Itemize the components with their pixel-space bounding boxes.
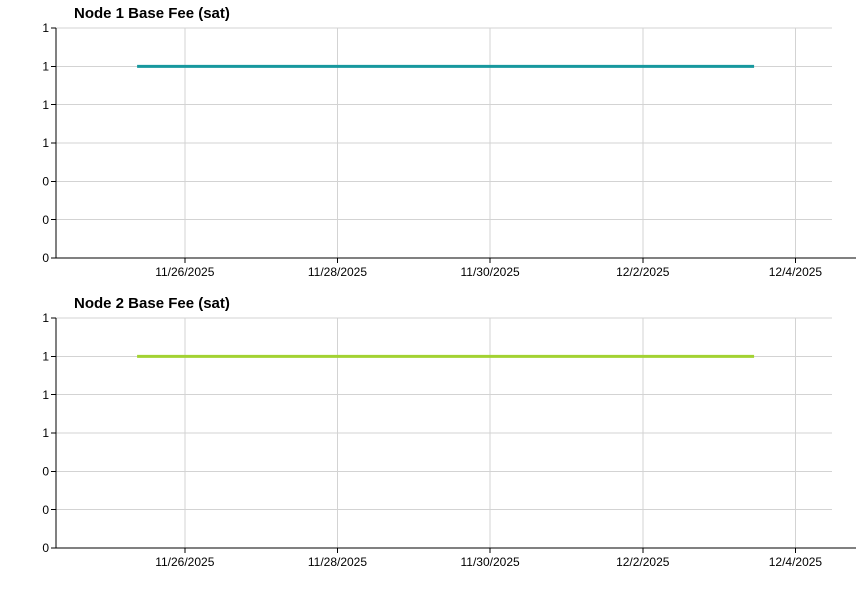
x-tick-label: 12/2/2025 xyxy=(616,265,670,279)
y-tick-label: 1 xyxy=(42,21,49,35)
x-tick-label: 11/28/2025 xyxy=(308,555,367,569)
x-tick-label: 12/2/2025 xyxy=(616,555,670,569)
chart-canvas-node1: 1 1 1 1 0 0 0 11/26/2025 11/28/2025 11/30/2025 12/… xyxy=(42,21,856,279)
y-tick-label: 0 xyxy=(42,503,49,517)
y-tick-label: 0 xyxy=(42,175,49,189)
chart-title-node2: Node 2 Base Fee (sat) xyxy=(74,295,230,312)
y-tick-label: 0 xyxy=(42,465,49,479)
y-tick-label: 1 xyxy=(42,388,49,402)
x-tick-label: 11/30/2025 xyxy=(461,265,520,279)
x-tick-label: 12/4/2025 xyxy=(769,555,823,569)
x-tick-label: 11/26/2025 xyxy=(155,555,214,569)
x-tick-label: 11/28/2025 xyxy=(308,265,367,279)
y-tick-label: 0 xyxy=(42,213,49,227)
y-tick-label: 0 xyxy=(42,541,49,555)
y-tick-label: 1 xyxy=(42,98,49,112)
chart-title-node1: Node 1 Base Fee (sat) xyxy=(74,5,230,22)
x-tick-label: 11/26/2025 xyxy=(155,265,214,279)
x-tick-label: 12/4/2025 xyxy=(769,265,823,279)
x-tick-label: 11/30/2025 xyxy=(461,555,520,569)
y-tick-label: 1 xyxy=(42,350,49,364)
chart-node1-base-fee: Node 1 Base Fee (sat) 1 1 1 1 0 0 0 11/26/2025 1… xyxy=(0,0,860,290)
y-tick-label: 1 xyxy=(42,60,49,74)
y-tick-label: 1 xyxy=(42,311,49,325)
y-tick-label: 1 xyxy=(42,426,49,440)
y-tick-label: 1 xyxy=(42,136,49,150)
chart-node2-base-fee: Node 2 Base Fee (sat) 1 1 1 1 0 0 0 11/26/2025 1… xyxy=(0,290,860,580)
chart-canvas-node2: 1 1 1 1 0 0 0 11/26/2025 11/28/2025 11/30/2025 12/… xyxy=(42,311,856,569)
y-tick-label: 0 xyxy=(42,251,49,265)
